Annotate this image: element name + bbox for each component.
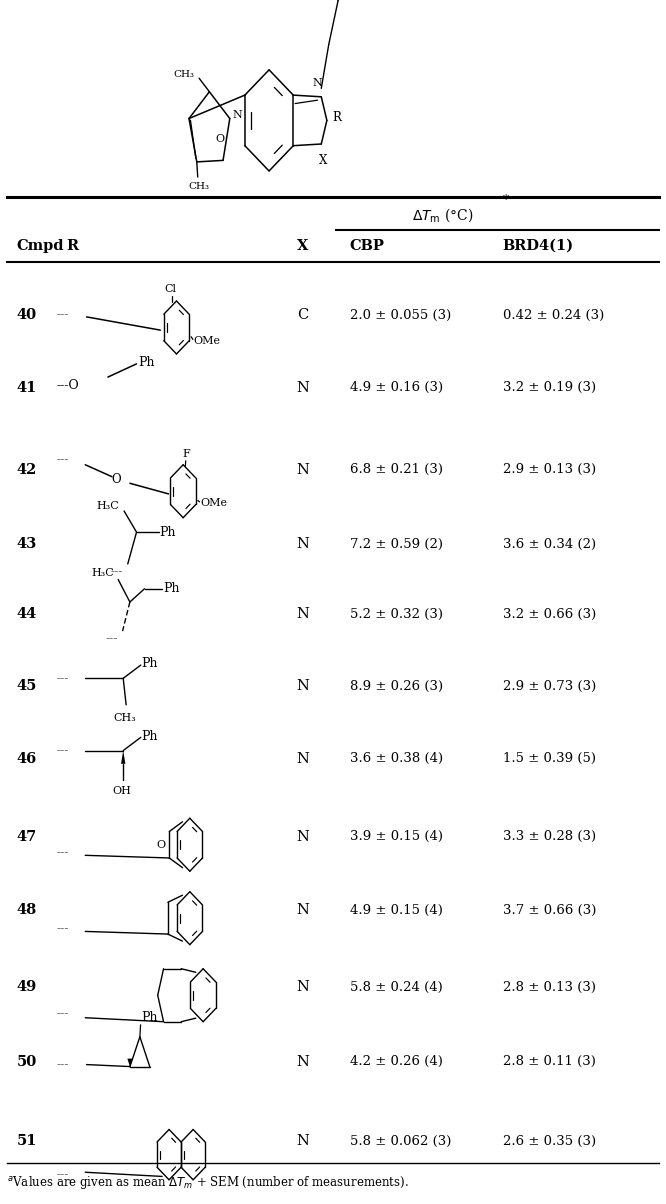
Text: N: N — [312, 78, 322, 88]
Text: ---: --- — [57, 672, 69, 685]
Text: OMe: OMe — [193, 336, 220, 346]
Text: 50: 50 — [17, 1055, 37, 1069]
Text: ---: --- — [57, 1058, 69, 1072]
Text: 46: 46 — [17, 751, 37, 766]
Text: N: N — [296, 751, 310, 766]
Text: ---: --- — [57, 846, 69, 860]
Text: N: N — [296, 903, 310, 917]
Text: ---: --- — [57, 1008, 69, 1020]
Text: Cmpd: Cmpd — [17, 238, 64, 253]
Text: 41: 41 — [17, 380, 37, 395]
Text: H₃C: H₃C — [96, 501, 119, 510]
Text: R: R — [67, 238, 79, 253]
Text: CH₃: CH₃ — [188, 182, 209, 191]
Text: 4.9 ± 0.16 (3): 4.9 ± 0.16 (3) — [350, 382, 443, 394]
Text: N: N — [296, 830, 310, 844]
Text: CH₃: CH₃ — [113, 713, 136, 722]
Text: N: N — [296, 607, 310, 621]
Text: N: N — [296, 679, 310, 694]
Text: C: C — [298, 308, 308, 323]
Text: 5.2 ± 0.32 (3): 5.2 ± 0.32 (3) — [350, 608, 443, 620]
Text: 42: 42 — [17, 462, 37, 477]
Text: 4.9 ± 0.15 (4): 4.9 ± 0.15 (4) — [350, 904, 442, 916]
Text: OH: OH — [113, 786, 131, 796]
Text: Ph: Ph — [139, 356, 155, 368]
Text: Ph: Ph — [163, 583, 179, 595]
Text: 3.3 ± 0.28 (3): 3.3 ± 0.28 (3) — [503, 831, 596, 843]
Text: 6.8 ± 0.21 (3): 6.8 ± 0.21 (3) — [350, 464, 443, 476]
Text: X: X — [319, 154, 327, 167]
Text: ---: --- — [111, 566, 123, 578]
Text: 3.2 ± 0.19 (3): 3.2 ± 0.19 (3) — [503, 382, 596, 394]
Text: 40: 40 — [17, 308, 37, 323]
Text: $^{a}$Values are given as mean $\Delta T_{m}$ + SEM (number of measurements).: $^{a}$Values are given as mean $\Delta T… — [7, 1174, 408, 1191]
Text: F: F — [182, 449, 190, 460]
Text: O: O — [215, 135, 224, 144]
Text: ---: --- — [57, 1168, 69, 1181]
Text: 45: 45 — [17, 679, 37, 694]
Text: Ph: Ph — [141, 1010, 158, 1023]
Text: 47: 47 — [17, 830, 37, 844]
Text: N: N — [296, 1055, 310, 1069]
Text: N: N — [296, 462, 310, 477]
Text: 2.9 ± 0.73 (3): 2.9 ± 0.73 (3) — [503, 680, 596, 692]
Text: ---: --- — [57, 922, 69, 936]
Text: 44: 44 — [17, 607, 37, 621]
Text: ---: --- — [57, 744, 69, 757]
Text: 5.8 ± 0.062 (3): 5.8 ± 0.062 (3) — [350, 1135, 451, 1147]
Text: Ph: Ph — [159, 526, 176, 538]
Text: CH₃: CH₃ — [173, 70, 194, 79]
Text: O: O — [157, 839, 166, 850]
Text: 48: 48 — [17, 903, 37, 917]
Polygon shape — [121, 750, 125, 763]
Text: 2.8 ± 0.13 (3): 2.8 ± 0.13 (3) — [503, 981, 596, 993]
Text: 49: 49 — [17, 980, 37, 995]
Text: 3.2 ± 0.66 (3): 3.2 ± 0.66 (3) — [503, 608, 596, 620]
Text: 4.2 ± 0.26 (4): 4.2 ± 0.26 (4) — [350, 1056, 442, 1068]
Text: N: N — [232, 110, 242, 120]
Text: X: X — [297, 238, 309, 253]
Text: 2.0 ± 0.055 (3): 2.0 ± 0.055 (3) — [350, 309, 451, 321]
Text: ---: --- — [106, 632, 118, 645]
Text: O: O — [112, 473, 121, 485]
Polygon shape — [127, 1058, 133, 1067]
Text: *: * — [503, 194, 509, 207]
Text: 1.5 ± 0.39 (5): 1.5 ± 0.39 (5) — [503, 752, 596, 765]
Text: R: R — [332, 111, 342, 124]
Text: Cl: Cl — [165, 284, 176, 295]
Text: 0.42 ± 0.24 (3): 0.42 ± 0.24 (3) — [503, 309, 604, 321]
Text: Ph: Ph — [141, 657, 158, 671]
Text: 7.2 ± 0.59 (2): 7.2 ± 0.59 (2) — [350, 538, 443, 550]
Text: 2.6 ± 0.35 (3): 2.6 ± 0.35 (3) — [503, 1135, 596, 1147]
Text: CBP: CBP — [350, 238, 384, 253]
Text: 3.7 ± 0.66 (3): 3.7 ± 0.66 (3) — [503, 904, 596, 916]
Text: N: N — [296, 1134, 310, 1149]
Text: 5.8 ± 0.24 (4): 5.8 ± 0.24 (4) — [350, 981, 442, 993]
Text: 2.8 ± 0.11 (3): 2.8 ± 0.11 (3) — [503, 1056, 595, 1068]
Text: Ph: Ph — [141, 730, 158, 743]
Text: ---: --- — [57, 453, 69, 466]
Text: 3.6 ± 0.34 (2): 3.6 ± 0.34 (2) — [503, 538, 596, 550]
Text: $\Delta T_{\rm m}$ ($\degree$C): $\Delta T_{\rm m}$ ($\degree$C) — [412, 207, 474, 224]
Text: ---: --- — [57, 308, 69, 320]
Text: BRD4(1): BRD4(1) — [503, 238, 574, 253]
Text: N: N — [296, 380, 310, 395]
Text: OMe: OMe — [200, 498, 227, 508]
Text: N: N — [296, 980, 310, 995]
Text: 2.9 ± 0.13 (3): 2.9 ± 0.13 (3) — [503, 464, 596, 476]
Text: H₃C: H₃C — [91, 568, 114, 578]
Text: 3.9 ± 0.15 (4): 3.9 ± 0.15 (4) — [350, 831, 443, 843]
Text: 8.9 ± 0.26 (3): 8.9 ± 0.26 (3) — [350, 680, 443, 692]
Text: 43: 43 — [17, 537, 37, 551]
Text: N: N — [296, 537, 310, 551]
Text: 51: 51 — [17, 1134, 37, 1149]
Text: 3.6 ± 0.38 (4): 3.6 ± 0.38 (4) — [350, 752, 443, 765]
Text: ---O: ---O — [57, 378, 79, 391]
